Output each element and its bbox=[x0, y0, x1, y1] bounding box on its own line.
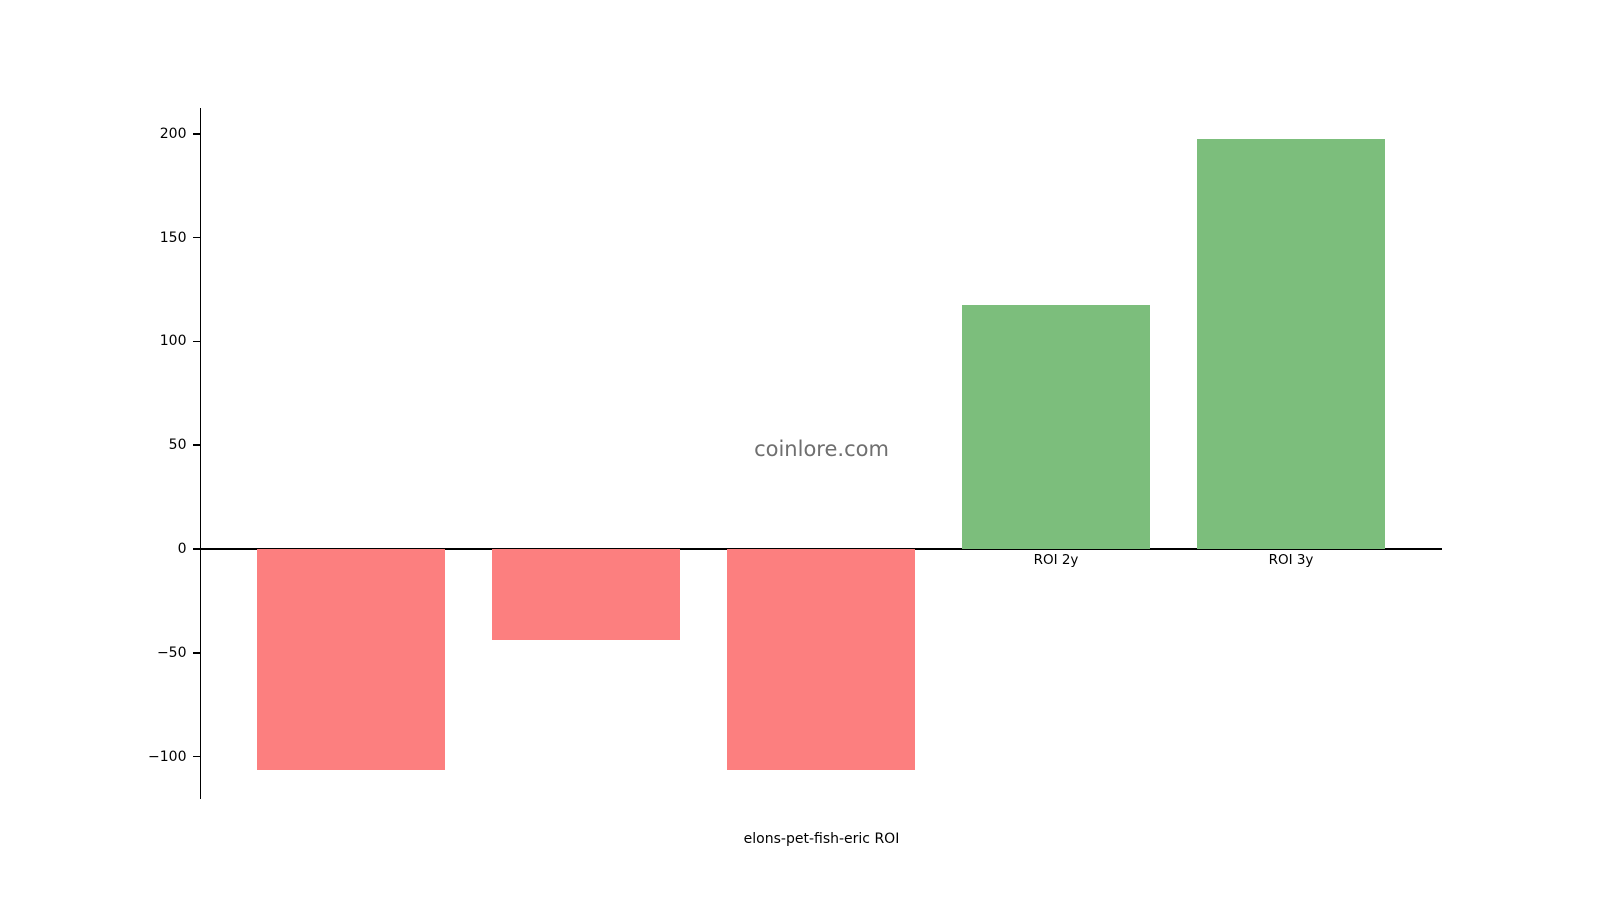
bar bbox=[492, 549, 680, 640]
x-tick-label: ROI 3y bbox=[1268, 552, 1314, 568]
y-tick-label: 100 bbox=[159, 333, 187, 350]
bar bbox=[257, 549, 445, 770]
bar bbox=[962, 305, 1150, 549]
y-tick-label: −50 bbox=[156, 644, 187, 661]
x-tick-label: ROI 2y bbox=[1033, 552, 1079, 568]
y-tick-label: 200 bbox=[159, 125, 187, 142]
y-axis-spine bbox=[199, 108, 201, 799]
y-tick-label: 150 bbox=[159, 229, 187, 246]
y-tick-mark bbox=[192, 340, 200, 343]
y-tick-label: 50 bbox=[168, 437, 187, 454]
y-tick-mark bbox=[192, 755, 200, 758]
y-tick-mark bbox=[192, 236, 200, 239]
y-tick-label: −100 bbox=[148, 748, 187, 765]
y-tick-mark bbox=[192, 133, 200, 135]
y-tick-mark bbox=[192, 548, 200, 550]
y-tick-mark bbox=[192, 652, 200, 654]
bar bbox=[727, 549, 915, 770]
x-axis-title: elons-pet-fish-eric ROI bbox=[743, 831, 900, 847]
watermark-text: coinlore.com bbox=[754, 437, 889, 461]
bar bbox=[1197, 139, 1385, 549]
y-tick-mark bbox=[192, 444, 200, 446]
y-tick-label: 0 bbox=[177, 541, 187, 557]
